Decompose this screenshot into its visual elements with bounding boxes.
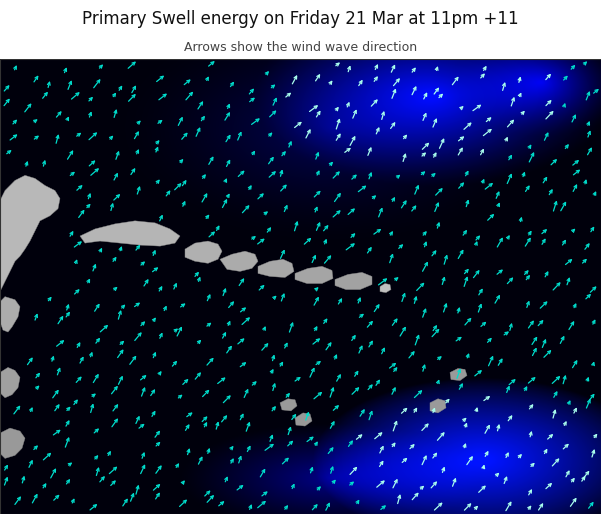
Polygon shape [280,399,297,411]
Polygon shape [0,175,60,291]
Polygon shape [0,428,25,458]
Polygon shape [0,368,20,398]
Polygon shape [80,221,180,246]
Polygon shape [258,259,294,278]
Text: Primary Swell energy on Friday 21 Mar at 11pm +11: Primary Swell energy on Friday 21 Mar at… [82,10,519,28]
Polygon shape [450,369,467,380]
Polygon shape [220,251,258,271]
Polygon shape [295,413,312,426]
Polygon shape [185,241,222,263]
Polygon shape [380,284,391,292]
Text: Arrows show the wind wave direction: Arrows show the wind wave direction [184,41,417,54]
Polygon shape [295,266,333,284]
Polygon shape [0,297,20,332]
Polygon shape [335,272,372,289]
Polygon shape [430,399,446,413]
